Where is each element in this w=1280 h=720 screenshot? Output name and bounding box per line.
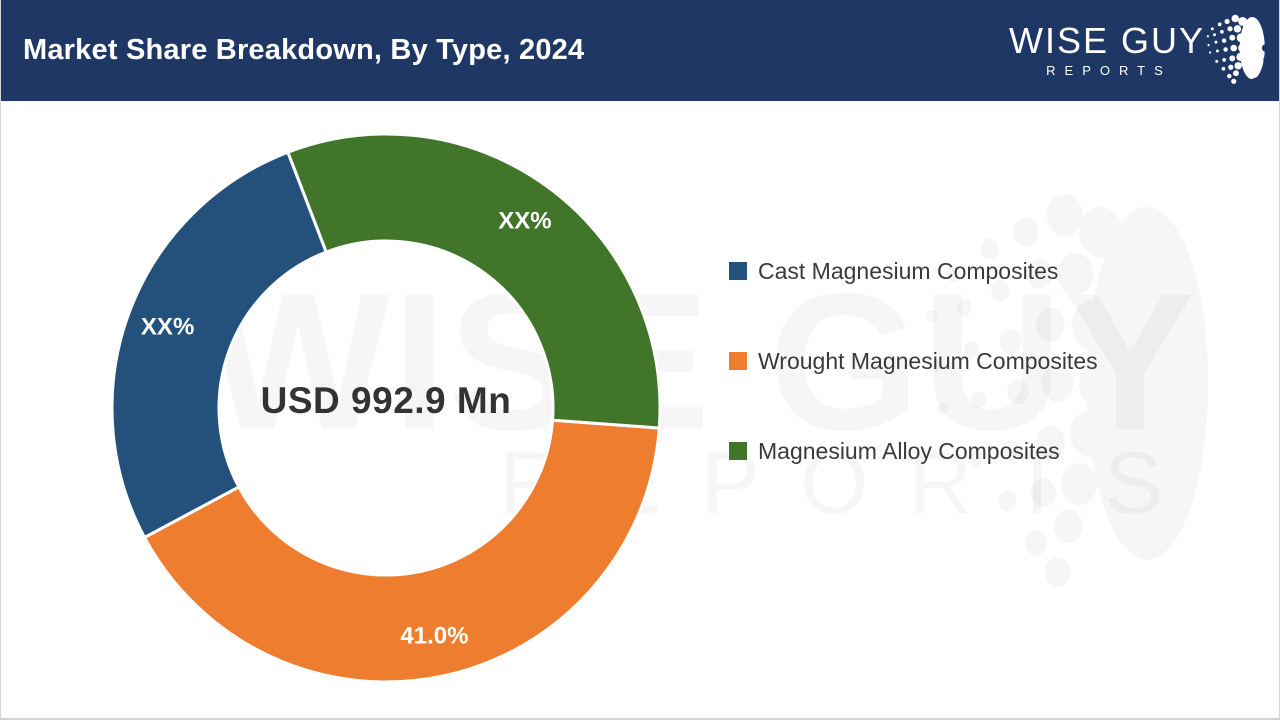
donut-segment-1: [286, 132, 662, 430]
legend-label: Cast Magnesium Composites: [758, 257, 1059, 284]
header-bar: Market Share Breakdown, By Type, 2024 WI…: [1, 0, 1279, 101]
legend-item-wrought-magnesium-composites: Wrought Magnesium Composites: [729, 346, 1098, 376]
page-title: Market Share Breakdown, By Type, 2024: [23, 34, 585, 66]
slice-label: XX%: [498, 207, 551, 234]
legend-label: Magnesium Alloy Composites: [758, 437, 1060, 464]
legend-swatch-blue: [729, 262, 747, 280]
donut-segment-3: [110, 150, 328, 539]
brand-logo: WISE GUY REPORTS: [1009, 13, 1267, 89]
legend-swatch-green: [729, 442, 747, 460]
brand-name: WISE GUY: [1008, 20, 1205, 61]
legend-swatch-orange: [729, 352, 747, 370]
slice-label: XX%: [141, 313, 194, 340]
legend-label: Wrought Magnesium Composites: [758, 347, 1098, 374]
slice-label: 41.0%: [400, 622, 468, 649]
brand-subtitle: REPORTS: [1046, 63, 1172, 78]
dot-face-logo-icon: [1206, 14, 1267, 89]
donut-segment-2: [143, 418, 661, 684]
legend-item-cast-magnesium-composites: Cast Magnesium Composites: [729, 256, 1058, 286]
donut-center-value: USD 992.9 Mn: [260, 380, 512, 421]
brand-logo-text: WISE GUY REPORTS: [1008, 20, 1205, 79]
legend-item-magnesium-alloy-composites: Magnesium Alloy Composites: [729, 436, 1060, 466]
